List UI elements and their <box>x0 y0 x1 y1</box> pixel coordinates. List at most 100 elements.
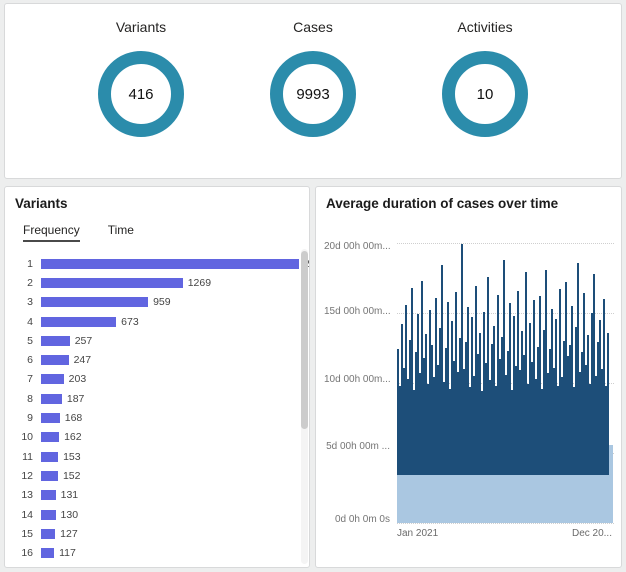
duration-bar <box>585 364 587 523</box>
duration-bar <box>531 362 533 523</box>
variant-bar[interactable] <box>41 509 56 520</box>
variant-value-label: 187 <box>66 392 85 405</box>
duration-x-axis: Jan 2021 Dec 20... <box>397 528 612 539</box>
duration-bar <box>405 304 407 523</box>
variant-bar[interactable] <box>41 490 56 501</box>
variant-bar[interactable] <box>41 316 117 327</box>
variants-title: Variants <box>15 196 68 211</box>
variant-bar[interactable] <box>41 355 69 366</box>
duration-bar <box>543 329 545 523</box>
variant-bar[interactable] <box>41 277 183 288</box>
duration-bar <box>473 376 475 523</box>
duration-bar <box>595 376 597 523</box>
duration-bar <box>597 342 599 523</box>
gridline <box>397 313 614 314</box>
duration-bar <box>527 384 529 523</box>
variant-value-label: 152 <box>62 469 81 482</box>
variant-bar[interactable] <box>41 432 60 443</box>
variant-rank: 13 <box>21 489 33 502</box>
variant-rank: 10 <box>21 431 33 444</box>
variant-row: 7 203 <box>5 370 309 389</box>
variant-bar-track: 127 <box>41 528 309 540</box>
duration-bar <box>575 327 577 523</box>
duration-bar <box>467 307 469 523</box>
duration-bar <box>427 384 429 523</box>
y-tick-label: 15d 00h 00m... <box>324 306 390 318</box>
duration-bar <box>403 367 405 523</box>
variant-rank: 6 <box>27 354 33 367</box>
variant-value-label: 131 <box>60 489 79 502</box>
duration-bar <box>535 378 537 523</box>
variant-bar[interactable] <box>41 335 70 346</box>
scrollbar-track[interactable] <box>301 249 308 564</box>
variant-bar-track: 162 <box>41 431 309 443</box>
variant-value-label: 257 <box>74 334 93 347</box>
duration-bar <box>475 286 477 523</box>
duration-bar <box>587 335 589 523</box>
variant-bar[interactable] <box>41 451 59 462</box>
scrollbar-thumb[interactable] <box>301 251 308 429</box>
variant-bar[interactable] <box>41 374 64 385</box>
duration-bar <box>603 299 605 523</box>
variant-bar[interactable] <box>41 297 149 308</box>
y-tick-label: 0d 0h 0m 0s <box>334 514 390 525</box>
duration-bar <box>503 259 505 523</box>
variant-bar-track: 153 <box>41 451 309 463</box>
variant-row: 15 127 <box>5 524 309 543</box>
variant-value-label: 130 <box>60 508 79 521</box>
duration-bar <box>431 345 433 523</box>
variant-bar-track: 203 <box>41 373 309 385</box>
variant-bar-track: 187 <box>41 392 309 405</box>
variant-row: 13 131 <box>5 486 309 505</box>
variant-bar[interactable] <box>41 258 300 269</box>
duration-bar <box>461 244 463 523</box>
variant-bar[interactable] <box>41 413 60 424</box>
duration-bar <box>471 317 473 523</box>
duration-bar <box>577 262 579 523</box>
duration-bar <box>573 387 575 523</box>
duration-bar <box>569 345 571 523</box>
kpi-label-activities: Activities <box>457 19 513 35</box>
kpi-row: Variants 416 Cases 9993 Activities 10 <box>5 4 621 137</box>
kpi-donut-ring: 416 <box>98 51 184 137</box>
duration-bar <box>525 272 527 523</box>
variant-bar[interactable] <box>41 393 62 404</box>
kpi-activities: Activities 10 <box>430 19 540 137</box>
variant-rank: 16 <box>21 547 33 560</box>
variant-bar-track: 1269 <box>41 277 309 289</box>
duration-bar <box>489 380 491 523</box>
variant-bar[interactable] <box>41 528 56 539</box>
variant-row: 5 257 <box>5 331 309 350</box>
duration-bar <box>553 367 555 523</box>
duration-bar <box>537 346 539 523</box>
tab-time[interactable]: Time <box>107 223 134 237</box>
duration-bar <box>551 308 553 523</box>
variant-value-label: 959 <box>153 296 171 309</box>
variant-row: 1 2311 <box>5 254 309 273</box>
variant-rank: 7 <box>27 373 33 386</box>
duration-bar <box>579 371 581 523</box>
duration-bar <box>409 339 411 523</box>
y-tick-label: 20d 00h 00m... <box>324 241 390 252</box>
duration-bar <box>541 388 543 523</box>
tab-frequency[interactable]: Frequency <box>23 223 80 242</box>
variant-bar[interactable] <box>41 470 58 481</box>
variant-row: 10 162 <box>5 428 309 447</box>
variant-row: 9 168 <box>5 408 309 427</box>
kpi-donut-ring: 10 <box>442 51 528 137</box>
duration-plot[interactable] <box>397 243 614 524</box>
duration-bars <box>397 243 614 523</box>
variant-rank: 5 <box>27 334 33 347</box>
duration-bar <box>549 349 551 523</box>
duration-bar <box>589 384 591 523</box>
variant-rank: 15 <box>21 527 33 540</box>
kpi-panel: Variants 416 Cases 9993 Activities 10 <box>4 3 622 179</box>
variant-value-label: 247 <box>73 354 92 367</box>
duration-bar <box>607 332 609 523</box>
variant-rank: 4 <box>27 315 33 328</box>
duration-bar <box>429 310 431 523</box>
variant-bar[interactable] <box>41 548 55 559</box>
duration-bar <box>501 336 503 523</box>
variant-bar-track: 130 <box>41 508 309 521</box>
duration-bar <box>519 370 521 523</box>
